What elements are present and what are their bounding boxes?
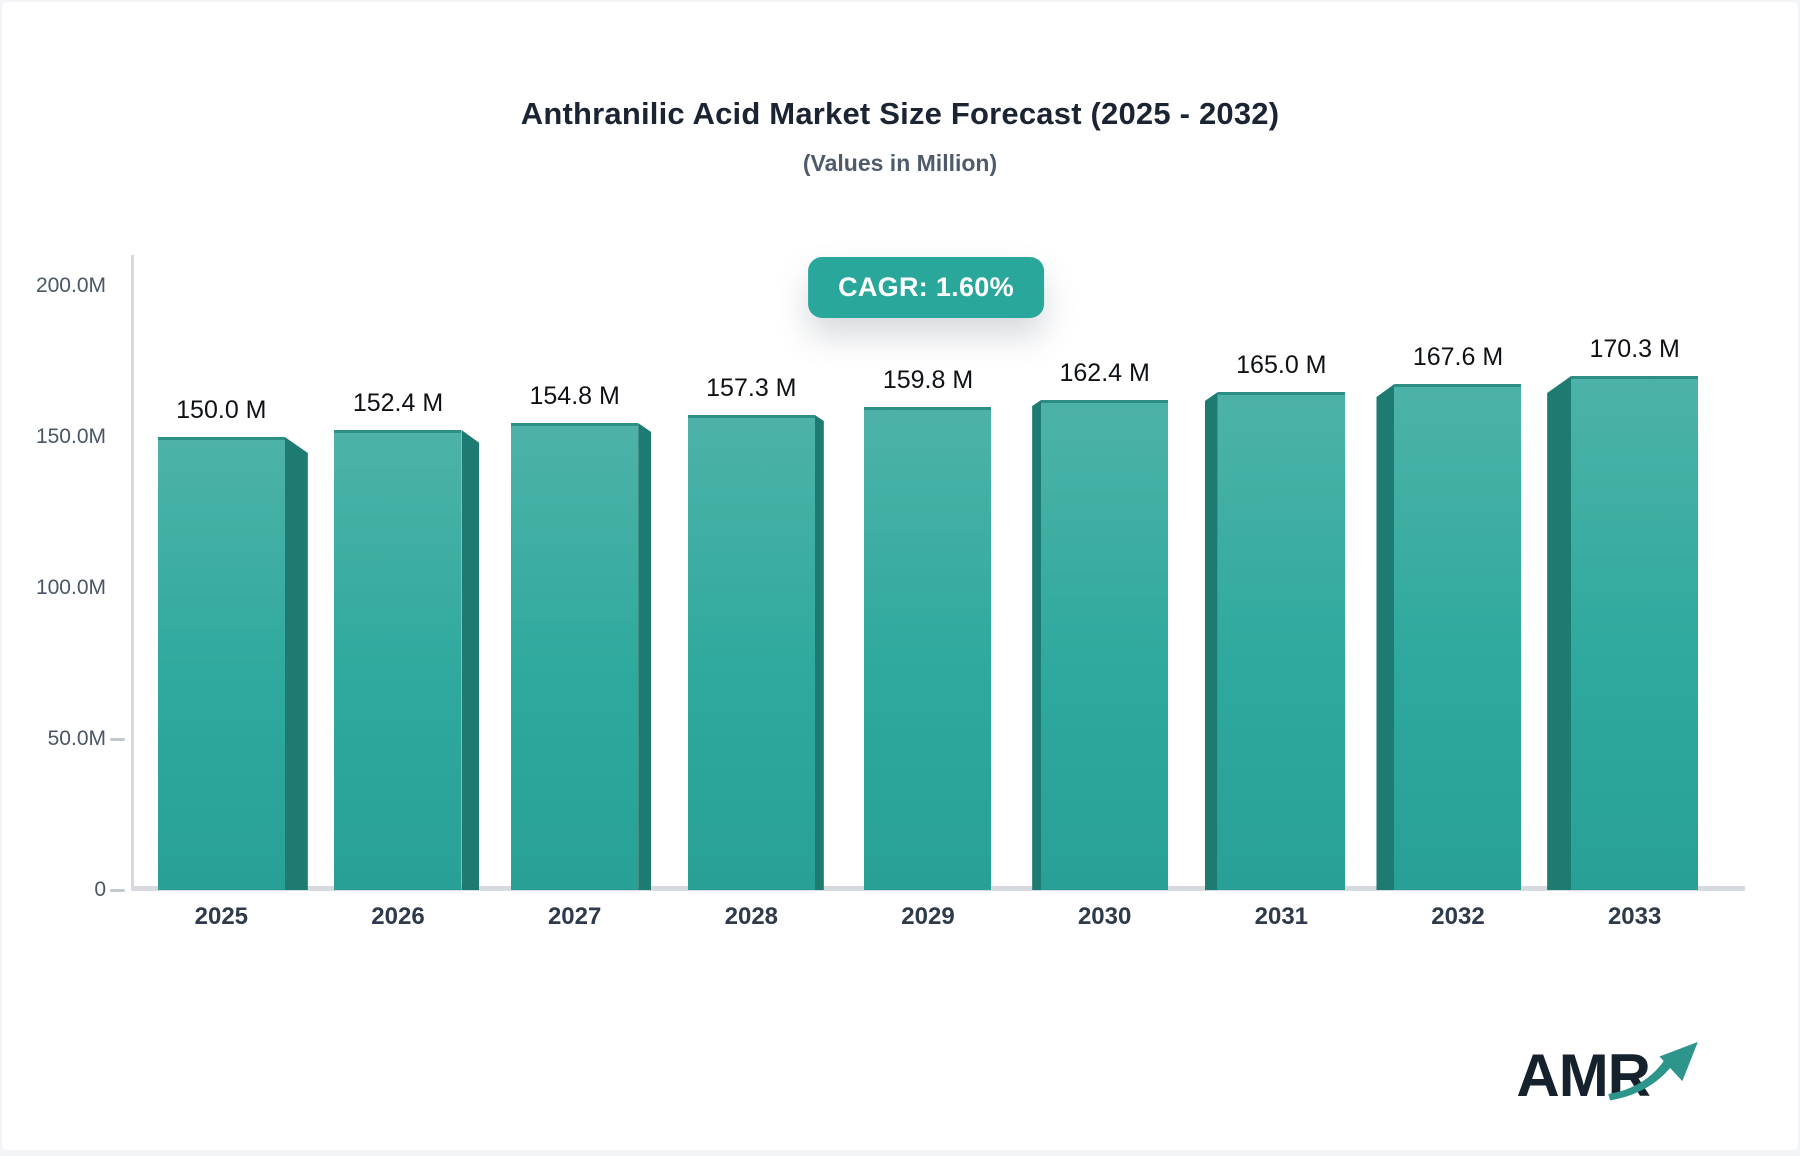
x-category-label: 2027 [547,903,602,930]
bar-value-label: 165.0 M [1236,351,1327,379]
bar-value-label: 157.3 M [706,374,797,402]
bar-value-label: 152.4 M [352,389,444,417]
bar-front [1571,376,1699,890]
bar-side [638,423,652,890]
bar-side [814,415,824,890]
bar-column: 152.4 M [310,255,487,890]
y-tick-label: 150.0M [35,425,106,448]
x-category-label: 2029 [901,903,955,930]
bar-column: 159.8 M [840,255,1017,890]
bar-value-label: 167.6 M [1412,343,1504,371]
bar-column: 170.3 M [1546,255,1723,890]
bar-value-label: 154.8 M [529,382,620,410]
y-tick-label: 200.0M [35,274,106,297]
bar-value-label: 159.8 M [882,366,974,394]
x-category-label: 2025 [194,903,249,930]
x-category-label: 2026 [371,903,425,930]
bar-value-label: 170.3 M [1589,335,1680,363]
y-tick-dash [110,889,125,892]
y-tick-dash [110,738,125,741]
bar-side [1376,384,1395,890]
x-category-label: 2033 [1607,903,1662,930]
bar-front [334,430,462,890]
bar-column: 154.8 M [486,255,663,890]
plot-area: 150.0 M 152.4 M 154.8 M 157.3 M 159.8 M 162.4… [133,255,1723,890]
bar-side [1032,400,1042,890]
x-category-label: 2032 [1431,903,1485,930]
x-category-label: 2030 [1077,903,1132,930]
bar-side [284,437,308,890]
cagr-badge: CAGR: 1.60% [808,257,1044,318]
y-axis-line [131,255,134,891]
bar-value-label: 162.4 M [1059,359,1150,387]
bar-column: 157.3 M [663,255,840,890]
bar-column: 165.0 M [1193,255,1370,890]
bar-column: 167.6 M [1370,255,1547,890]
bar-front [511,423,639,890]
y-tick-label: 100.0M [35,576,106,599]
bar-value-label: 150.0 M [176,396,267,424]
bar-column: 162.4 M [1016,255,1193,890]
x-category-label: 2028 [724,903,779,930]
chart-subtitle: (Values in Million) [802,150,998,176]
bar-front [687,415,815,890]
y-tick-label: 0 [94,878,106,901]
growth-arrow-icon [1608,1041,1698,1101]
chart-title: Anthranilic Acid Market Size Forecast (2… [520,96,1280,131]
bar-side [1204,392,1218,890]
x-category-label: 2031 [1254,903,1309,930]
bar-side [1547,376,1572,890]
bar-front [1394,384,1522,890]
bar-front [864,407,992,890]
bar-front [1041,400,1169,890]
bar-front [157,437,285,890]
bar-side [461,430,480,890]
bar-column: 150.0 M [133,255,310,890]
brand-logo: AMR [1516,1040,1700,1106]
bar-front [1217,392,1345,890]
y-tick-label: 50.0M [47,727,106,750]
